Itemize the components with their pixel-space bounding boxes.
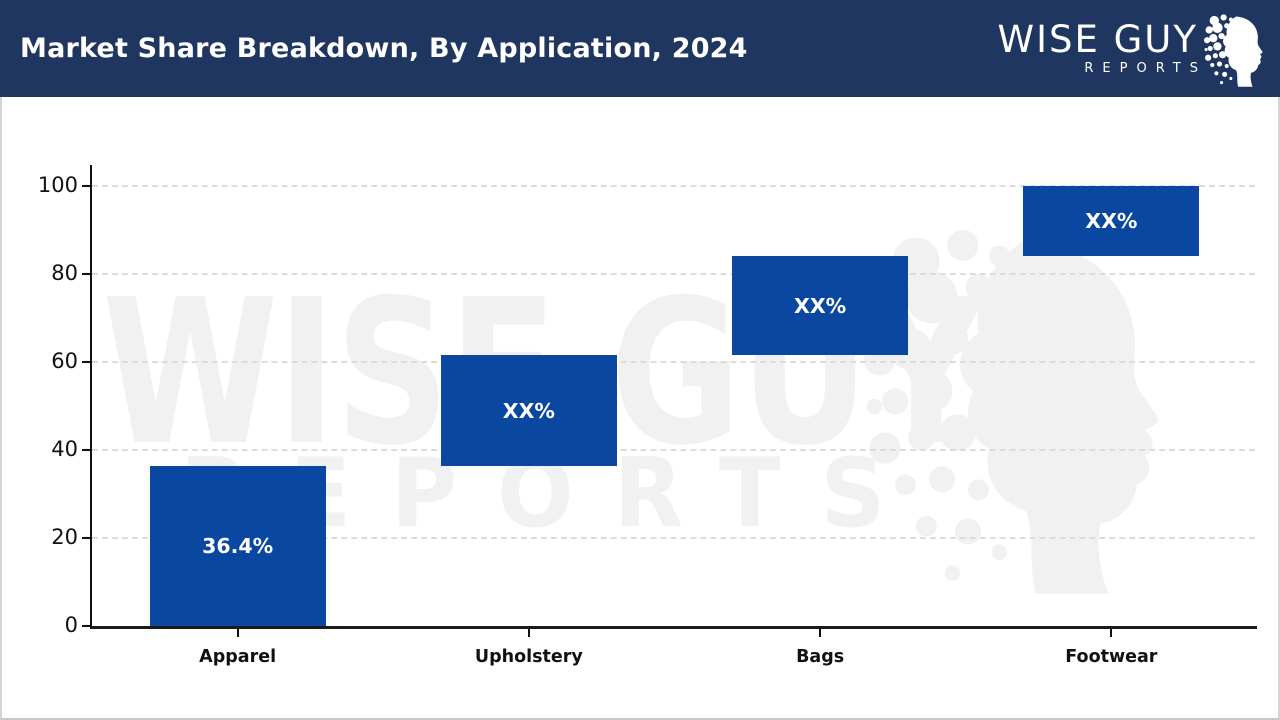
bar-footwear: XX% [1023, 186, 1200, 257]
x-axis-tick-bags [819, 629, 822, 637]
x-axis-label-footwear: Footwear [1065, 647, 1158, 667]
y-axis-tick-80 [82, 273, 90, 276]
y-axis-tick-100 [82, 185, 90, 188]
bar-value-label-upholstery: XX% [502, 398, 555, 423]
header: Market Share Breakdown, By Application, … [0, 0, 1280, 97]
x-axis-tick-footwear [1110, 629, 1113, 637]
wiseguy-head-icon [1204, 13, 1263, 87]
gridline-y-80 [92, 273, 1255, 276]
bar-value-label-apparel: 36.4% [202, 533, 274, 558]
y-axis-label-0: 0 [64, 613, 78, 637]
x-axis-label-bags: Bags [796, 647, 845, 667]
x-axis-tick-upholstery [527, 629, 530, 637]
y-axis-tick-40 [82, 449, 90, 452]
wiseguy-logo: WISE GUY REPORTS [998, 10, 1266, 88]
gridline-y-100 [92, 185, 1255, 188]
y-axis-label-40: 40 [51, 437, 78, 462]
plot-area: 0 20 40 60 80 100 36.4% Apparel XX% Upholstery XX%… [38, 165, 1257, 667]
page-title: Market Share Breakdown, By Application, … [20, 33, 748, 64]
bar-bags: XX% [732, 256, 909, 356]
gridline-y-60 [92, 361, 1255, 364]
bar-upholstery: XX% [440, 355, 617, 466]
logo-subtext: REPORTS [1084, 61, 1207, 76]
y-axis-label-80: 80 [51, 261, 78, 286]
y-axis-label-100: 100 [37, 173, 78, 198]
x-axis-label-apparel: Apparel [199, 647, 277, 667]
logo-wordmark: WISE GUY [997, 18, 1198, 61]
gridline-y-20 [92, 537, 1255, 540]
y-axis-tick-0 [82, 625, 90, 627]
y-axis-label-20: 20 [51, 525, 78, 550]
x-axis-tick-apparel [236, 629, 239, 637]
chart-canvas: WISE GUY REPORTS 0 20 40 60 80 100 36.4% Appare… [0, 97, 1280, 720]
gridline-y-40 [92, 449, 1255, 452]
x-axis-label-upholstery: Upholstery [474, 647, 583, 667]
y-axis-label-60: 60 [51, 349, 78, 374]
bar-value-label-bags: XX% [794, 293, 847, 318]
y-axis-tick-60 [82, 361, 90, 364]
bar-value-label-footwear: XX% [1085, 209, 1138, 234]
y-axis-tick-20 [82, 537, 90, 540]
bar-apparel: 36.4% [149, 465, 326, 626]
